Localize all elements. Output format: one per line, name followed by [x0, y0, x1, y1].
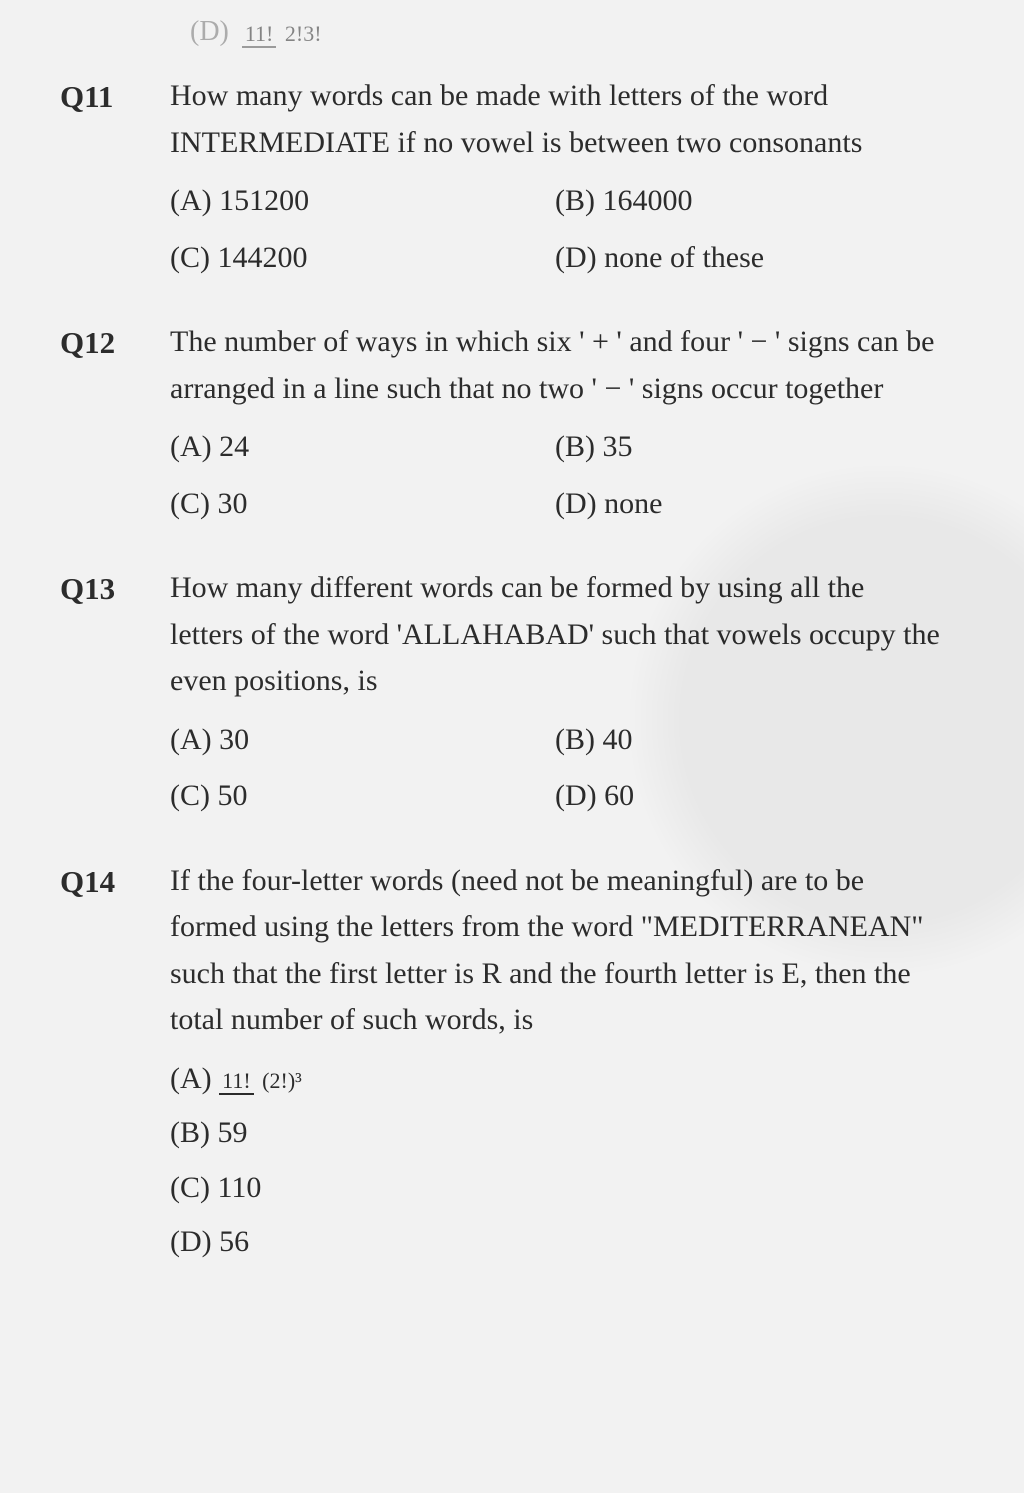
option-label: (A) [170, 1062, 212, 1095]
option-b: (B) 35 [555, 424, 940, 471]
option-label: (C) [170, 1171, 210, 1204]
question-number: Q12 [60, 319, 170, 527]
option-text: 40 [603, 723, 633, 756]
option-label: (D) [555, 487, 597, 520]
question-stem: How many words can be made with letters … [170, 73, 940, 166]
option-text: none [604, 487, 662, 520]
option-label: (A) [170, 723, 212, 756]
question-q12: Q12 The number of ways in which six ' + … [60, 319, 940, 527]
option-text: 30 [218, 487, 248, 520]
question-body: The number of ways in which six ' + ' an… [170, 319, 940, 527]
question-body: If the four-letter words (need not be me… [170, 858, 940, 1274]
option-text: 144200 [218, 241, 308, 274]
question-number: Q11 [60, 73, 170, 281]
options: (A) 24 (B) 35 (C) 30 (D) none [170, 424, 940, 527]
option-text: 60 [604, 779, 634, 812]
option-label: (C) [170, 779, 210, 812]
question-number: Q14 [60, 858, 170, 1274]
option-text: 35 [603, 430, 633, 463]
option-label: (B) [555, 723, 595, 756]
option-c: (C) 144200 [170, 235, 555, 282]
option-a: (A) 24 [170, 424, 555, 471]
option-text: 151200 [219, 184, 309, 217]
question-stem: How many different words can be formed b… [170, 565, 940, 705]
stem-letter-e: E [782, 957, 800, 990]
stem-letter-r: R [482, 957, 502, 990]
option-d: (D) none [555, 481, 940, 528]
option-label: (A) [170, 430, 212, 463]
frag-num: 11! [242, 21, 277, 48]
option-a: (A) 151200 [170, 178, 555, 225]
stem-text: and the fourth letter is [502, 957, 782, 990]
option-d: (D) none of these [555, 235, 940, 282]
option-text: none of these [604, 241, 764, 274]
option-a: (A) 30 [170, 717, 555, 764]
option-label: (B) [555, 184, 595, 217]
option-b: (B) 59 [170, 1110, 940, 1157]
option-label: (D) [555, 241, 597, 274]
option-c: (C) 50 [170, 773, 555, 820]
frac-num: 11! [219, 1068, 254, 1095]
frac-den: (2!)³ [259, 1068, 305, 1093]
question-body: How many different words can be formed b… [170, 565, 940, 820]
option-label: (D) [555, 779, 597, 812]
option-text: 56 [219, 1225, 249, 1258]
option-text: 50 [218, 779, 248, 812]
frag-label: (D) [190, 16, 229, 47]
frag-den: 2!3! [282, 21, 325, 46]
option-label: (B) [555, 430, 595, 463]
option-a: (A) 11! (2!)³ [170, 1056, 940, 1103]
options: (A) 11! (2!)³ (B) 59 (C) 110 (D) 56 [170, 1056, 940, 1266]
options: (A) 30 (B) 40 (C) 50 (D) 60 [170, 717, 940, 820]
option-label: (C) [170, 241, 210, 274]
option-label: (B) [170, 1116, 210, 1149]
option-c: (C) 110 [170, 1165, 940, 1212]
question-q14: Q14 If the four-letter words (need not b… [60, 858, 940, 1274]
option-b: (B) 164000 [555, 178, 940, 225]
question-q11: Q11 How many words can be made with lett… [60, 73, 940, 281]
option-text: 59 [218, 1116, 248, 1149]
option-label: (D) [170, 1225, 212, 1258]
option-label: (C) [170, 487, 210, 520]
previous-option-fragment: (D) 11! 2!3! [190, 10, 940, 53]
page: (D) 11! 2!3! Q11 How many words can be m… [60, 0, 940, 1274]
option-label: (A) [170, 184, 212, 217]
option-text: 164000 [603, 184, 693, 217]
option-d: (D) 56 [170, 1219, 940, 1266]
option-text: 110 [218, 1171, 262, 1204]
question-stem: If the four-letter words (need not be me… [170, 858, 940, 1044]
question-body: How many words can be made with letters … [170, 73, 940, 281]
option-d: (D) 60 [555, 773, 940, 820]
option-text: 24 [219, 430, 249, 463]
question-stem: The number of ways in which six ' + ' an… [170, 319, 940, 412]
option-c: (C) 30 [170, 481, 555, 528]
options: (A) 151200 (B) 164000 (C) 144200 (D) non… [170, 178, 940, 281]
option-text: 30 [219, 723, 249, 756]
question-number: Q13 [60, 565, 170, 820]
question-q13: Q13 How many different words can be form… [60, 565, 940, 820]
option-fraction: 11! (2!)³ [219, 1064, 305, 1098]
frag-fraction: 11! 2!3! [242, 17, 325, 51]
option-b: (B) 40 [555, 717, 940, 764]
